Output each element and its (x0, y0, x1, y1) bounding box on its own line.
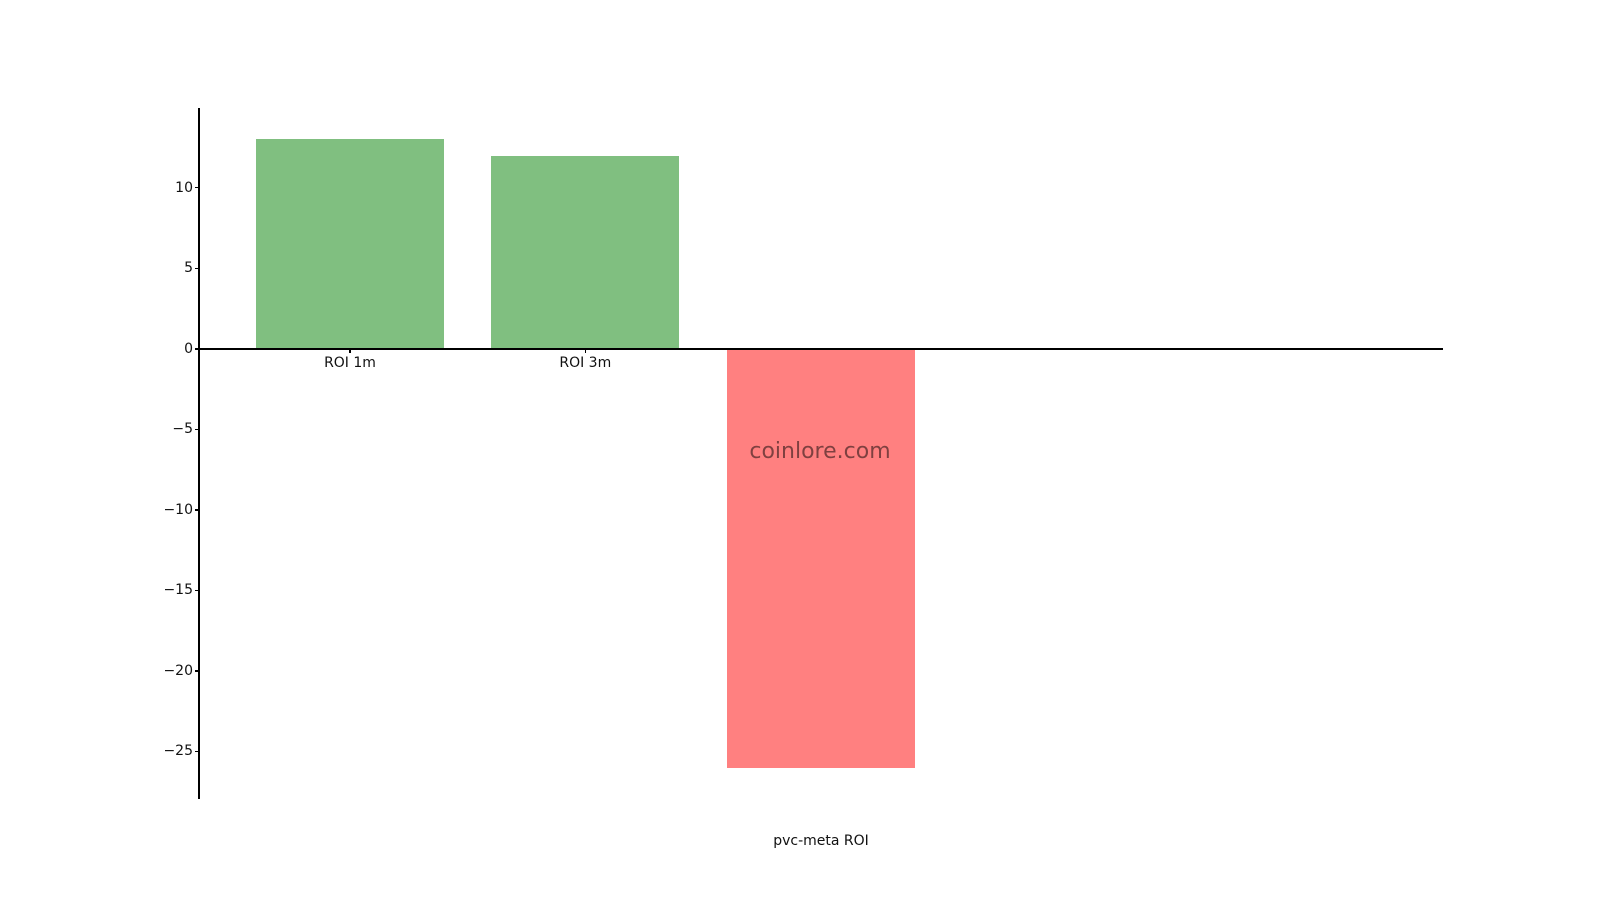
y-tick-mark (195, 186, 199, 189)
y-tick-label: −5 (172, 421, 193, 438)
y-tick-mark (195, 589, 199, 592)
x-axis-line (199, 348, 1443, 350)
x-axis-label: pvc-meta ROI (773, 833, 869, 849)
y-tick-label: 10 (175, 179, 193, 196)
y-tick-mark (195, 348, 199, 350)
y-tick-label: 5 (184, 260, 193, 277)
bar-unlabeled-2 (726, 348, 915, 768)
y-tick-label: −20 (163, 662, 193, 679)
bar-ROI 3m (491, 155, 680, 349)
x-tick-label: ROI 1m (324, 355, 376, 371)
y-tick-mark (195, 670, 199, 672)
y-tick-mark (195, 428, 199, 431)
y-tick-mark (195, 267, 199, 270)
y-tick-label: −15 (163, 582, 193, 599)
x-tick-mark (584, 348, 587, 353)
y-tick-label: −25 (163, 743, 193, 760)
bar-ROI 1m (256, 139, 444, 349)
y-tick-mark (195, 750, 199, 753)
y-axis-line (198, 108, 200, 799)
y-tick-mark (195, 509, 199, 511)
x-tick-label: ROI 3m (559, 355, 612, 371)
y-tick-label: 0 (184, 340, 193, 357)
watermark: coinlore.com (749, 439, 891, 464)
y-tick-label: −10 (163, 501, 193, 518)
x-tick-mark (349, 348, 351, 353)
